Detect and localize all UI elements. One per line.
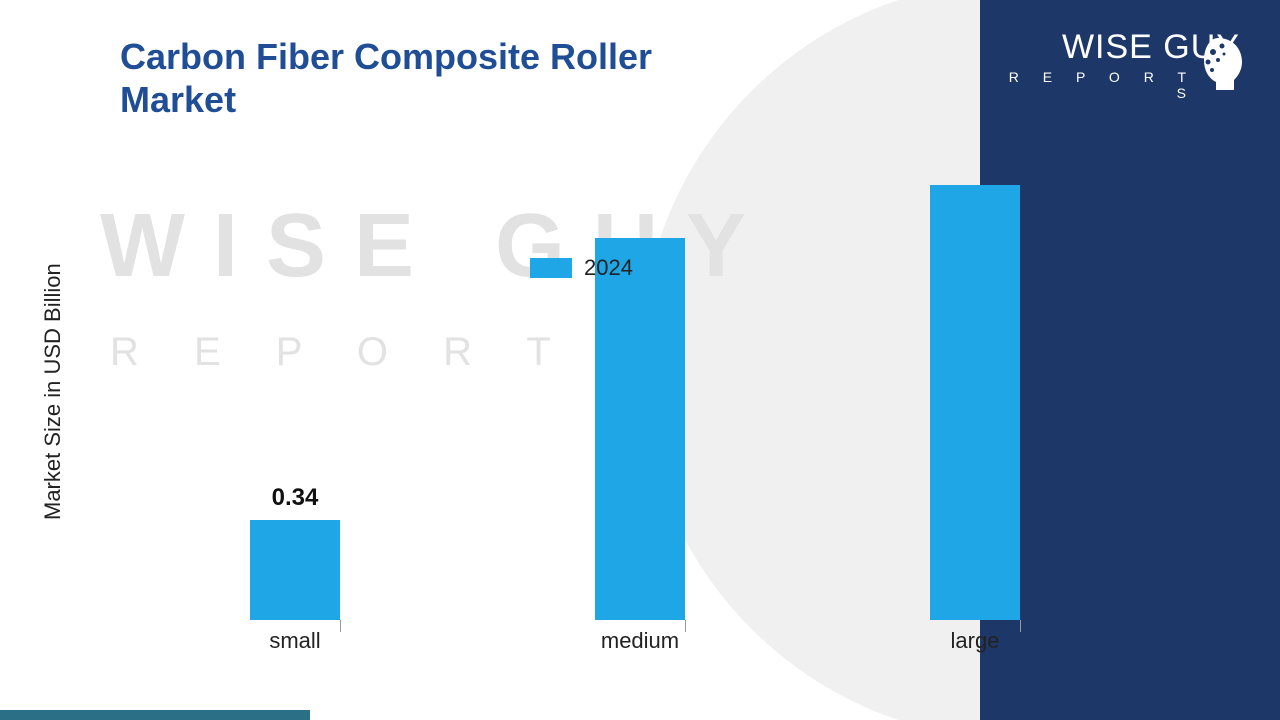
brand-head-icon xyxy=(1198,36,1246,92)
chart-canvas: WISE GUY R E P O R T S Carbon Fiber Comp… xyxy=(0,0,1280,720)
axis-tick xyxy=(685,620,686,632)
brand-sub-text: R E P O R T S xyxy=(980,69,1196,101)
legend-label: 2024 xyxy=(584,255,633,281)
right-band xyxy=(980,0,1280,720)
chart-title: Carbon Fiber Composite Roller Market xyxy=(120,35,770,121)
axis-tick xyxy=(1020,620,1021,632)
bar-medium xyxy=(595,238,685,620)
y-axis-label: Market Size in USD Billion xyxy=(40,263,66,520)
axis-tick xyxy=(340,620,341,632)
brand-logo: WISE GUY R E P O R T S xyxy=(980,28,1240,101)
legend: 2024 xyxy=(530,255,633,281)
bar-large xyxy=(930,185,1020,620)
bottom-accent-bar xyxy=(0,710,310,720)
category-label: small xyxy=(269,628,320,654)
value-label: 0.34 xyxy=(272,484,319,512)
legend-swatch xyxy=(530,258,572,278)
category-label: large xyxy=(951,628,1000,654)
category-label: medium xyxy=(601,628,679,654)
chart-area: small0.34mediumlarge xyxy=(120,150,1000,650)
bar-small xyxy=(250,520,340,620)
